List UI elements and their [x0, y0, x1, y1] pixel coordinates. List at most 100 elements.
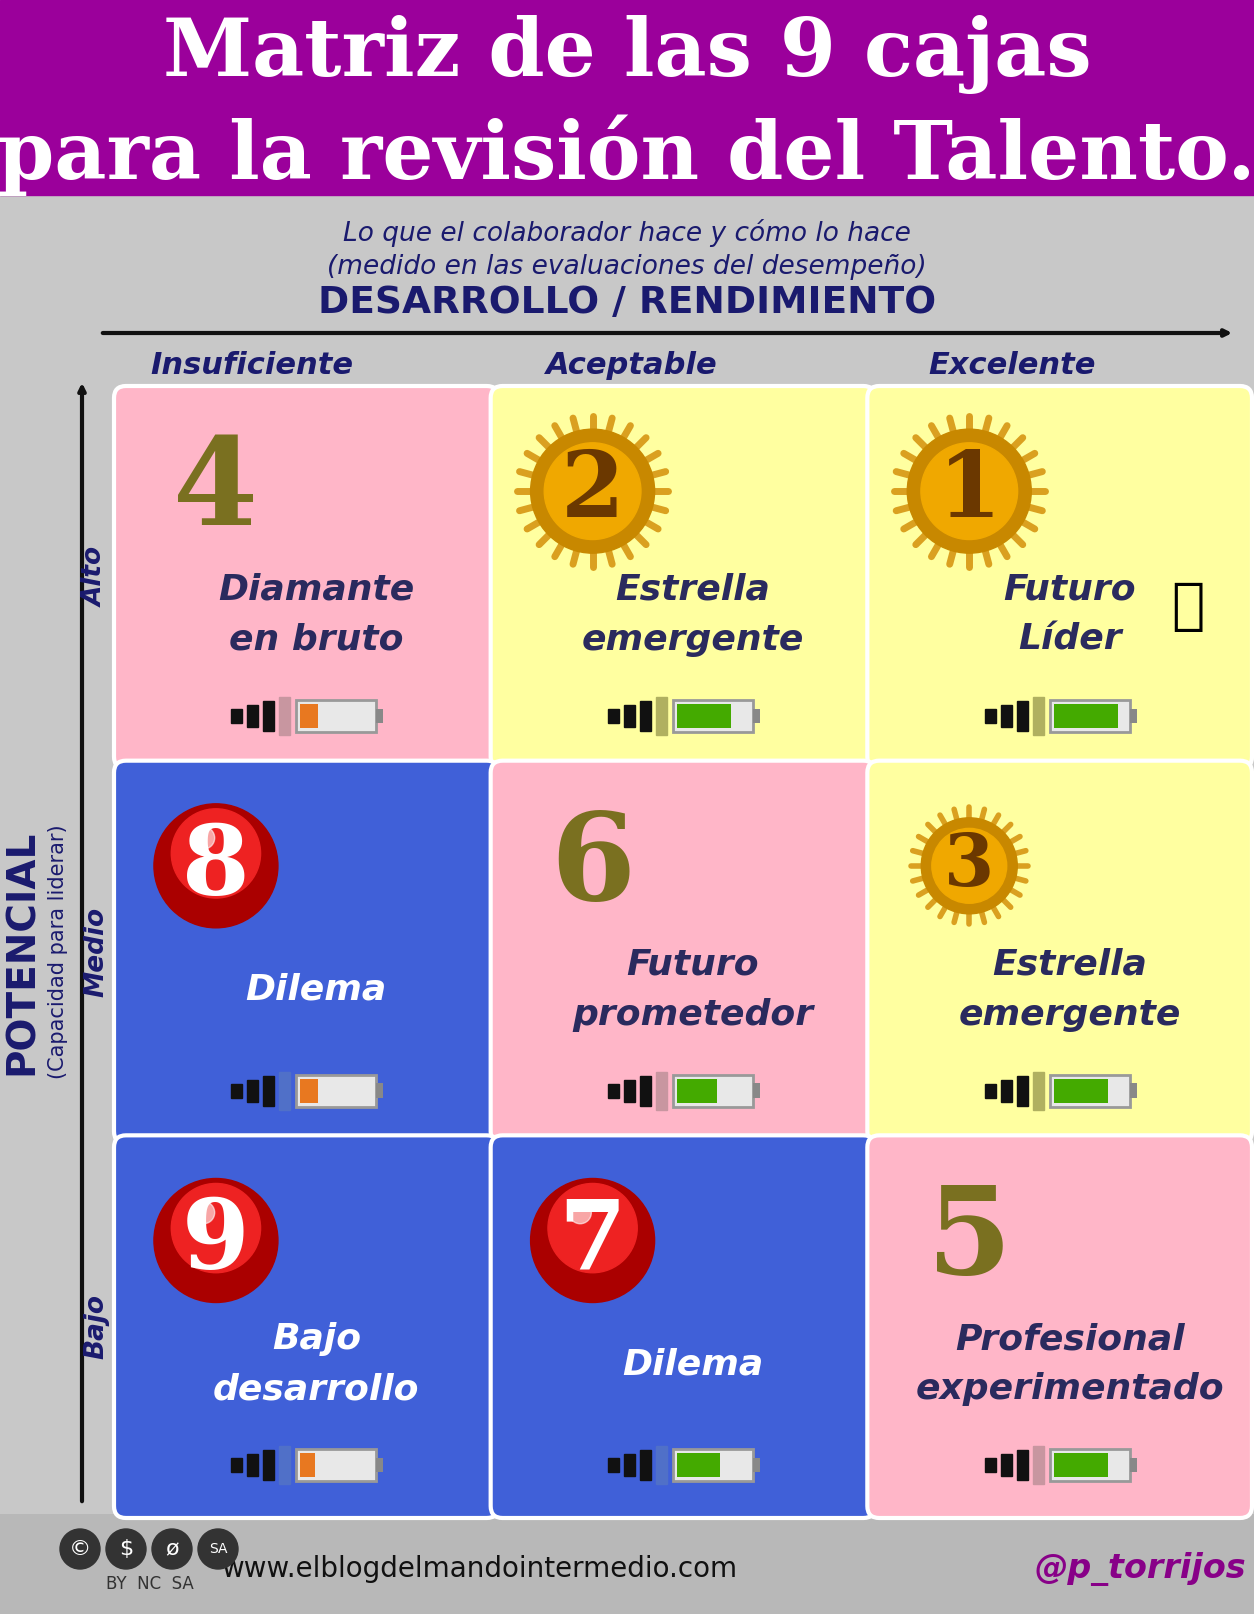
- Bar: [301, 704, 319, 728]
- Circle shape: [569, 1201, 592, 1223]
- Circle shape: [60, 1528, 100, 1569]
- Bar: [1050, 700, 1130, 733]
- Bar: [1130, 709, 1136, 723]
- Bar: [656, 1446, 667, 1485]
- Text: Futuro
Líder: Futuro Líder: [1003, 573, 1136, 657]
- Bar: [640, 700, 651, 731]
- Bar: [280, 1446, 291, 1485]
- Text: 5: 5: [927, 1181, 1012, 1299]
- FancyBboxPatch shape: [868, 386, 1251, 768]
- Text: Lo que el colaborador hace y cómo lo hace: Lo que el colaborador hace y cómo lo hac…: [344, 220, 910, 247]
- Text: 3: 3: [944, 830, 994, 901]
- Bar: [231, 1083, 242, 1098]
- Bar: [301, 1453, 315, 1477]
- Bar: [673, 700, 752, 733]
- Bar: [752, 709, 760, 723]
- Circle shape: [154, 804, 278, 928]
- Text: www.elblogdelmandointermedio.com: www.elblogdelmandointermedio.com: [222, 1554, 739, 1583]
- Bar: [677, 1453, 720, 1477]
- Bar: [231, 709, 242, 723]
- Bar: [247, 1454, 258, 1477]
- Bar: [984, 1459, 996, 1472]
- FancyBboxPatch shape: [868, 760, 1251, 1143]
- Text: ©: ©: [69, 1540, 92, 1559]
- Circle shape: [152, 1528, 192, 1569]
- Text: Matriz de las 9 cajas: Matriz de las 9 cajas: [163, 16, 1091, 95]
- Bar: [1050, 1075, 1130, 1107]
- Bar: [624, 705, 635, 726]
- Text: para la revisión del Talento.: para la revisión del Talento.: [0, 115, 1254, 195]
- Bar: [677, 704, 731, 728]
- FancyBboxPatch shape: [114, 1135, 499, 1519]
- Circle shape: [530, 429, 655, 554]
- Circle shape: [544, 442, 641, 539]
- Bar: [0, 1514, 1254, 1614]
- Bar: [608, 1083, 619, 1098]
- Text: DESARROLLO / RENDIMIENTO: DESARROLLO / RENDIMIENTO: [319, 286, 935, 321]
- Bar: [656, 697, 667, 734]
- Text: 7: 7: [559, 1196, 627, 1290]
- Bar: [263, 700, 275, 731]
- Circle shape: [154, 1178, 278, 1302]
- Bar: [1130, 1457, 1136, 1472]
- Bar: [1050, 1449, 1130, 1482]
- Bar: [656, 1072, 667, 1110]
- Bar: [296, 1449, 376, 1482]
- Text: Dilema: Dilema: [622, 1348, 764, 1382]
- Bar: [301, 1078, 319, 1102]
- Bar: [0, 0, 1254, 195]
- Text: 6: 6: [551, 807, 636, 925]
- Bar: [752, 1457, 760, 1472]
- Bar: [1017, 1075, 1028, 1106]
- Bar: [296, 700, 376, 733]
- Bar: [673, 1075, 752, 1107]
- Text: Medio: Medio: [83, 907, 109, 997]
- Bar: [1001, 1454, 1012, 1477]
- Bar: [752, 1083, 760, 1098]
- Text: Estrella
emergente: Estrella emergente: [958, 947, 1181, 1031]
- Text: Diamante
en bruto: Diamante en bruto: [218, 573, 415, 657]
- Text: $: $: [119, 1540, 133, 1559]
- Bar: [1001, 1080, 1012, 1102]
- Circle shape: [192, 1201, 214, 1223]
- Bar: [247, 1080, 258, 1102]
- Bar: [1032, 697, 1043, 734]
- Text: Futuro
prometedor: Futuro prometedor: [572, 947, 814, 1031]
- Circle shape: [192, 826, 214, 849]
- Bar: [608, 1459, 619, 1472]
- Bar: [1032, 1072, 1043, 1110]
- Text: Bajo
desarrollo: Bajo desarrollo: [213, 1322, 420, 1406]
- FancyBboxPatch shape: [490, 386, 875, 768]
- Text: Bajo: Bajo: [83, 1294, 109, 1359]
- Circle shape: [172, 809, 261, 897]
- Bar: [1017, 700, 1028, 731]
- Bar: [280, 1072, 291, 1110]
- Bar: [1053, 704, 1119, 728]
- Text: 2: 2: [561, 447, 624, 536]
- Circle shape: [548, 1183, 637, 1273]
- Bar: [640, 1075, 651, 1106]
- Circle shape: [107, 1528, 145, 1569]
- Text: Estrella
emergente: Estrella emergente: [582, 573, 804, 657]
- Circle shape: [932, 828, 1007, 904]
- Circle shape: [198, 1528, 238, 1569]
- Text: 🏆: 🏆: [1171, 579, 1204, 634]
- Bar: [1032, 1446, 1043, 1485]
- Bar: [624, 1454, 635, 1477]
- Text: ø: ø: [166, 1540, 179, 1559]
- Bar: [1130, 1083, 1136, 1098]
- Text: Aceptable: Aceptable: [547, 350, 717, 379]
- Circle shape: [922, 818, 1017, 914]
- Bar: [1017, 1451, 1028, 1480]
- FancyBboxPatch shape: [868, 1135, 1251, 1519]
- Bar: [624, 1080, 635, 1102]
- Bar: [1001, 705, 1012, 726]
- Bar: [231, 1459, 242, 1472]
- Text: (medido en las evaluaciones del desempeño): (medido en las evaluaciones del desempeñ…: [327, 253, 927, 279]
- Circle shape: [172, 1183, 261, 1273]
- Bar: [1053, 1453, 1107, 1477]
- Text: Insuficiente: Insuficiente: [150, 350, 354, 379]
- Bar: [376, 1083, 384, 1098]
- Bar: [640, 1451, 651, 1480]
- Text: 4: 4: [173, 433, 258, 550]
